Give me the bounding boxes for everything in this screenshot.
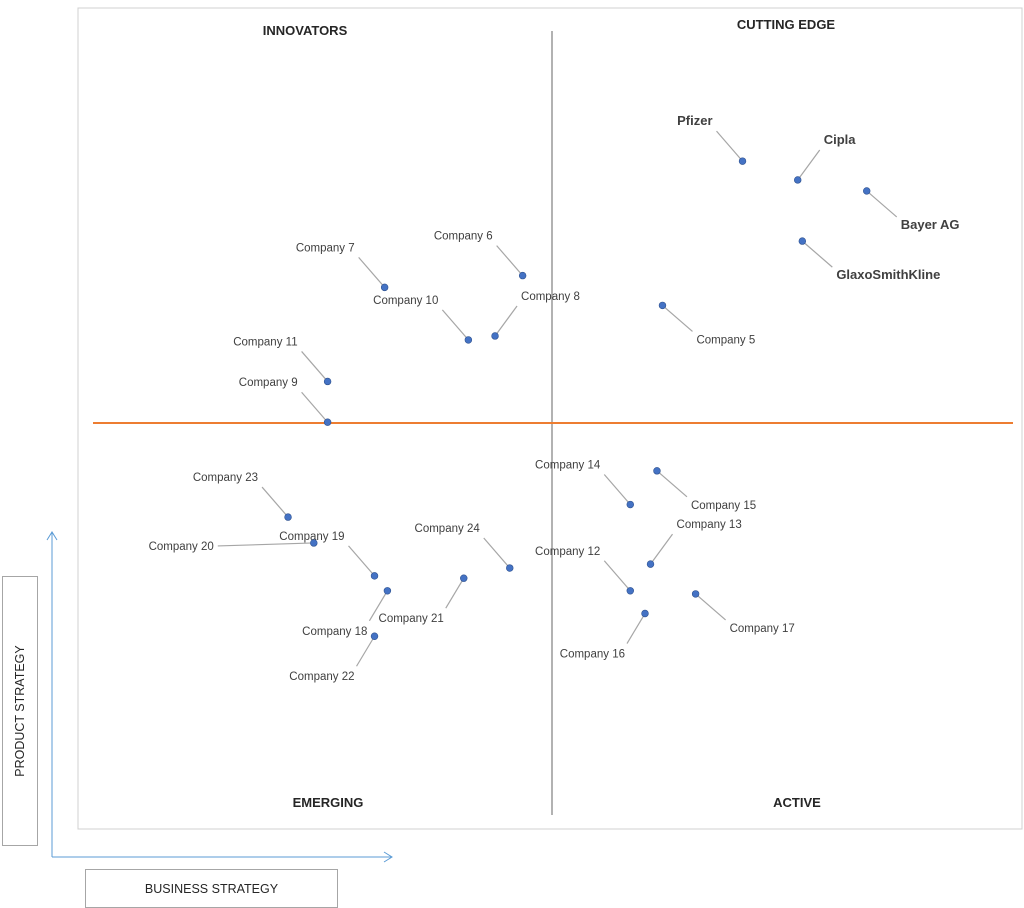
- leader-line-company-18: [368, 590, 388, 622]
- leader-line-company-12: [603, 560, 631, 592]
- leader-line-company-7: [358, 256, 386, 288]
- data-point-company-16: [641, 609, 649, 618]
- data-point-pfizer: [738, 157, 747, 165]
- leader-line-company-16: [626, 613, 646, 644]
- point-label-company-8: Company 8: [521, 291, 580, 303]
- leader-line-company-10: [441, 309, 469, 341]
- leader-line-company-5: [662, 304, 693, 332]
- point-label-company-16: Company 16: [560, 649, 625, 661]
- point-label-bayer-ag: Bayer AG: [901, 217, 960, 232]
- quadrant-label-cutting-edge: CUTTING EDGE: [737, 17, 836, 32]
- quadrant-label-innovators: INNOVATORS: [263, 23, 348, 38]
- point-label-company-19: Company 19: [279, 531, 344, 543]
- data-point-company-15: [653, 467, 661, 475]
- data-point-company-13: [646, 560, 655, 568]
- point-label-company-23: Company 23: [193, 472, 258, 484]
- data-point-company-19: [370, 572, 379, 580]
- point-label-glaxosmithkline: GlaxoSmithKline: [836, 267, 940, 282]
- leader-line-company-14: [603, 474, 631, 505]
- data-point-cipla: [794, 176, 802, 184]
- point-label-cipla: Cipla: [824, 132, 857, 147]
- points-layer: Pfizer Cipla Bayer AG GlaxoSmithKline Compan…: [149, 113, 960, 683]
- data-point-company-6: [518, 271, 527, 280]
- data-point-company-22: [370, 632, 379, 640]
- point-label-pfizer: Pfizer: [677, 113, 712, 128]
- data-point-company-9: [323, 418, 332, 426]
- x-axis-arrowhead: [383, 851, 393, 863]
- point-label-company-20: Company 20: [149, 541, 214, 553]
- leader-line-company-23: [261, 486, 289, 518]
- quadrant-label-active: ACTIVE: [773, 795, 821, 810]
- point-label-company-11: Company 11: [233, 336, 297, 348]
- leader-line-company-11: [301, 351, 329, 382]
- leader-line-pfizer: [716, 130, 743, 162]
- point-label-company-22: Company 22: [289, 671, 354, 683]
- y-axis-label: PRODUCT STRATEGY: [13, 645, 27, 777]
- leader-line-company-8: [494, 305, 518, 337]
- data-point-company-24: [506, 564, 514, 572]
- quadrant-label-emerging: EMERGING: [293, 795, 364, 810]
- leader-line-company-21: [445, 577, 465, 609]
- point-label-company-9: Company 9: [239, 377, 298, 389]
- data-point-company-18: [383, 587, 392, 595]
- leader-line-company-24: [483, 537, 511, 569]
- x-axis-label-box: BUSINESS STRATEGY: [85, 869, 338, 908]
- leader-line-company-13: [650, 533, 674, 565]
- leader-line-company-6: [496, 245, 524, 277]
- point-label-company-12: Company 12: [535, 546, 600, 558]
- y-axis-label-box: PRODUCT STRATEGY: [2, 576, 38, 846]
- data-point-company-12: [626, 587, 634, 595]
- point-label-company-17: Company 17: [730, 623, 795, 635]
- data-point-company-5: [658, 301, 667, 310]
- point-label-company-24: Company 24: [415, 523, 481, 535]
- point-label-company-18: Company 18: [302, 626, 367, 638]
- leader-line-glaxosmithkline: [801, 240, 833, 268]
- data-point-company-8: [491, 332, 499, 340]
- leader-line-company-17: [695, 593, 726, 621]
- point-label-company-15: Company 15: [691, 500, 756, 512]
- point-label-company-7: Company 7: [296, 242, 355, 254]
- leader-line-company-15: [656, 470, 688, 498]
- x-axis-label: BUSINESS STRATEGY: [144, 881, 279, 896]
- data-point-company-7: [380, 283, 389, 292]
- point-label-company-13: Company 13: [677, 519, 742, 531]
- data-point-glaxosmithkline: [798, 237, 807, 245]
- data-point-company-23: [284, 513, 292, 521]
- leader-line-company-22: [356, 635, 376, 667]
- data-point-company-14: [626, 500, 634, 509]
- point-label-company-6: Company 6: [434, 231, 493, 243]
- data-point-bayer-ag: [863, 187, 871, 195]
- leader-line-company-19: [348, 545, 375, 577]
- plot-frame: [77, 7, 1023, 830]
- leader-line-company-20: [217, 542, 314, 547]
- data-point-company-20: [310, 539, 318, 547]
- data-point-company-21: [460, 574, 468, 582]
- data-point-company-10: [464, 336, 473, 344]
- leader-line-company-9: [301, 391, 329, 423]
- data-point-company-17: [691, 590, 700, 598]
- leader-line-cipla: [797, 149, 821, 181]
- leader-line-bayer-ag: [866, 190, 898, 218]
- point-label-company-10: Company 10: [373, 295, 438, 307]
- point-label-company-5: Company 5: [696, 334, 755, 346]
- y-axis-arrowhead: [46, 531, 58, 541]
- point-label-company-21: Company 21: [379, 613, 444, 625]
- data-point-company-11: [323, 377, 332, 386]
- point-label-company-14: Company 14: [535, 460, 601, 472]
